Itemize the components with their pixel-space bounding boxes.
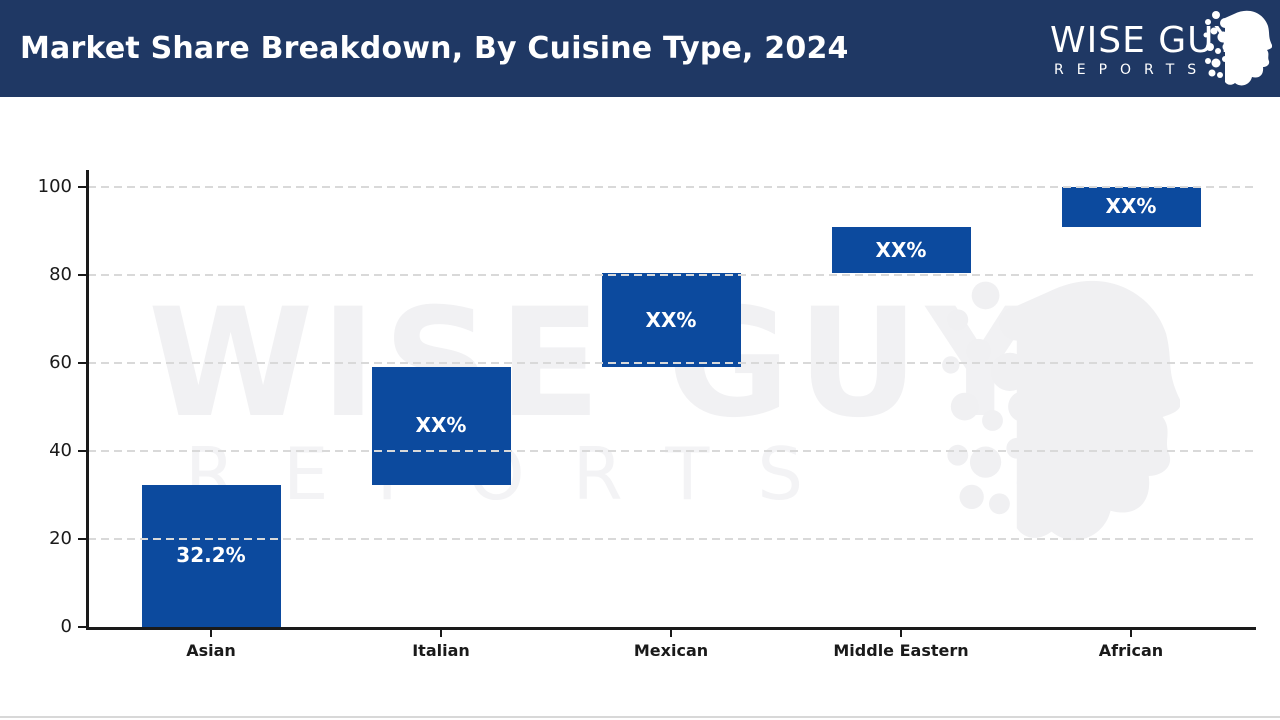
gridline-60 — [88, 362, 1256, 364]
y-tick-label: 80 — [49, 264, 72, 285]
x-tick-mark — [670, 629, 672, 637]
y-tick-mark — [78, 626, 88, 628]
watermark-wordmark: WISE GUY — [148, 277, 1042, 451]
x-axis-label-african: African — [1098, 641, 1164, 660]
x-axis-line — [86, 627, 1256, 630]
y-tick-label: 40 — [49, 440, 72, 461]
gridline-20 — [88, 538, 1256, 540]
y-tick-label: 60 — [49, 352, 72, 373]
logo-tagline: REPORTS — [1054, 62, 1210, 78]
logo-wordmark: WISE GUY — [1050, 20, 1238, 61]
bar-value-label-asian: 32.2% — [176, 543, 246, 568]
x-axis-label-asian: Asian — [186, 641, 236, 660]
bar-value-label-african: XX% — [1105, 194, 1157, 218]
x-tick-mark — [210, 629, 212, 637]
y-tick-mark — [78, 186, 88, 188]
y-axis-line — [86, 170, 89, 629]
bar-value-label-mexican: XX% — [645, 307, 697, 332]
bottom-border — [0, 716, 1280, 718]
bar-value-label-middle-eastern: XX% — [875, 237, 927, 262]
y-tick-mark — [78, 274, 88, 276]
x-tick-mark — [440, 629, 442, 637]
x-axis-label-middle-eastern: Middle Eastern — [833, 641, 969, 660]
bar-asian — [141, 485, 281, 627]
y-tick-mark — [78, 362, 88, 364]
face-profile-dots-icon — [1203, 10, 1272, 86]
gridline-100 — [88, 186, 1256, 188]
header: Market Share Breakdown, By Cuisine Type,… — [0, 0, 1280, 97]
bar-value-label-italian: XX% — [415, 413, 467, 438]
y-tick-label: 0 — [60, 616, 72, 637]
x-axis-label-mexican: Mexican — [633, 641, 709, 660]
watermark-face-icon — [942, 280, 1180, 540]
y-tick-mark — [78, 538, 88, 540]
wiseguy-logo: WISE GUY REPORTS — [1010, 4, 1272, 94]
x-tick-mark — [900, 629, 902, 637]
x-axis-label-italian: Italian — [412, 641, 470, 660]
y-tick-mark — [78, 450, 88, 452]
x-tick-mark — [1130, 629, 1132, 637]
page-title: Market Share Breakdown, By Cuisine Type,… — [20, 31, 849, 66]
bar-mexican — [601, 272, 741, 368]
logo-text: WISE GUY REPORTS — [1050, 20, 1238, 79]
chart-canvas: WISE GUY REPORTS 0 20 40 60 80 100 32.2% Asian X… — [0, 97, 1280, 717]
y-tick-label: 20 — [49, 528, 72, 549]
y-tick-label: 100 — [37, 176, 72, 197]
gridline-80 — [88, 274, 1256, 276]
bar-italian — [371, 367, 511, 486]
bar-middle-eastern — [831, 226, 971, 273]
plot-area: 0 20 40 60 80 100 32.2% Asian XX% Italian XX% Mexic… — [0, 97, 1280, 717]
gridline-40 — [88, 450, 1256, 452]
bar-african — [1061, 187, 1201, 227]
